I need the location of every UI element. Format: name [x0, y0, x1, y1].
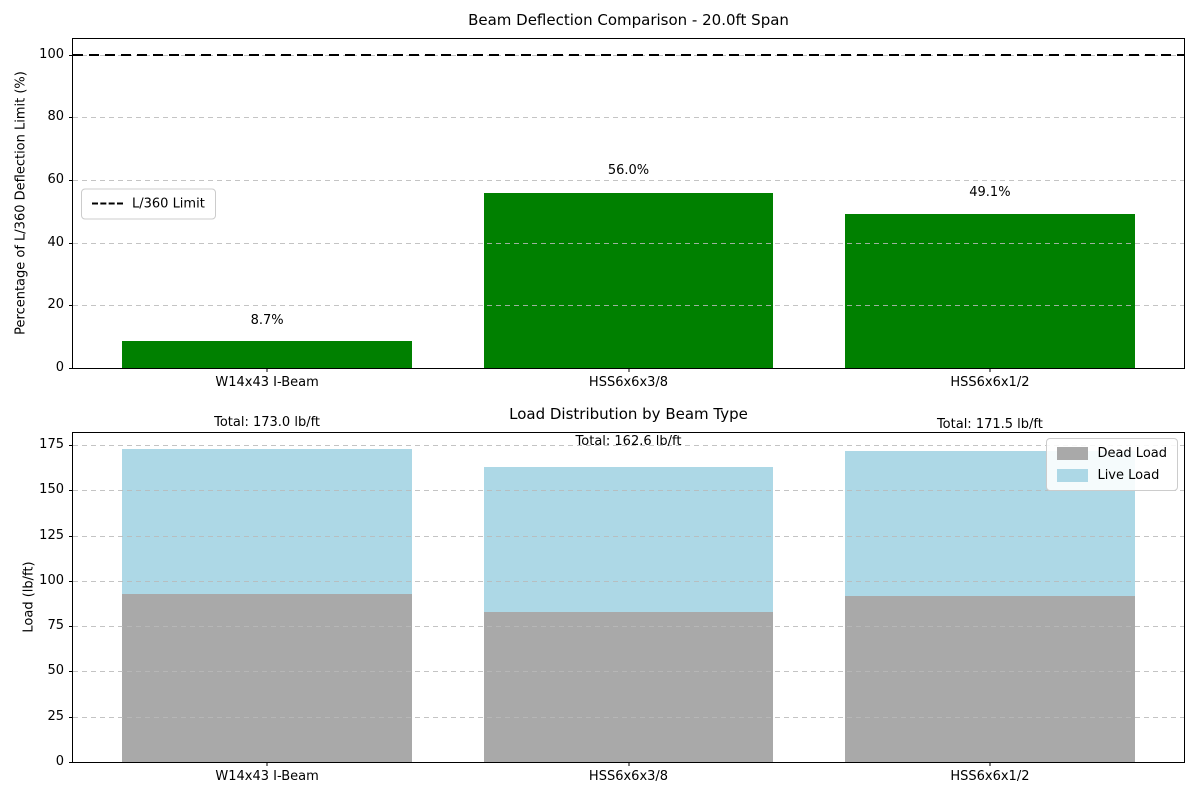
deflection-y-tick-mark	[69, 368, 73, 369]
load-legend-entry: Dead Load	[1057, 446, 1167, 461]
load-y-tick-label: 0	[55, 754, 64, 770]
load-y-tick-label: 25	[47, 708, 64, 724]
load-gridline	[73, 626, 1184, 628]
load-gridline	[73, 671, 1184, 673]
load-gridline	[73, 444, 1184, 446]
load-y-tick-label: 75	[47, 618, 64, 634]
deflection-bar-value-label: 49.1%	[969, 185, 1011, 201]
deflection-y-tick-label: 0	[55, 360, 64, 376]
load-total-label: Total: 173.0 lb/ft	[214, 414, 321, 430]
load-y-tick-mark	[69, 762, 73, 763]
load-total-label: Total: 171.5 lb/ft	[936, 417, 1043, 433]
legend-swatch-icon	[1057, 447, 1089, 460]
load-bar-segment-dead-load	[483, 612, 774, 762]
deflection-legend-label: L/360 Limit	[132, 196, 205, 211]
load-total-label: Total: 162.6 lb/ft	[575, 433, 682, 449]
load-gridline	[73, 535, 1184, 537]
deflection-bar-value-label: 8.7%	[250, 312, 284, 328]
deflection-bar	[483, 192, 774, 368]
load-gridline	[73, 490, 1184, 492]
load-y-tick-label: 175	[39, 437, 64, 453]
deflection-limit-line	[73, 53, 1184, 56]
load-x-tick-mark	[628, 762, 629, 766]
load-y-tick-mark	[69, 535, 73, 537]
load-y-tick-label: 125	[39, 527, 64, 543]
deflection-y-tick-mark	[69, 117, 73, 119]
deflection-x-tick-mark	[989, 368, 991, 372]
load-y-tick-label: 50	[47, 663, 64, 679]
deflection-y-tick-mark	[69, 242, 73, 244]
load-x-tick-label: W14x43 I-Beam	[215, 769, 319, 784]
bottom-chart-y-axis-label: Load (lb/ft)	[21, 561, 37, 633]
load-legend-label: Dead Load	[1097, 446, 1167, 461]
deflection-gridline	[73, 180, 1184, 181]
load-y-tick-label: 100	[39, 573, 64, 589]
load-x-tick-mark	[266, 762, 268, 766]
load-x-tick-label: HSS6x6x3/8	[588, 769, 669, 784]
top-chart-title: Beam Deflection Comparison - 20.0ft Span	[468, 11, 789, 29]
deflection-gridline	[73, 242, 1184, 244]
load-y-tick-mark	[69, 490, 73, 492]
load-x-tick-mark	[989, 762, 991, 766]
deflection-y-tick-label: 40	[47, 234, 64, 250]
deflection-legend-entry: L/360 Limit	[92, 196, 205, 211]
bottom-chart-title: Load Distribution by Beam Type	[509, 405, 748, 423]
load-gridline	[73, 716, 1184, 718]
load-y-tick-mark	[69, 671, 73, 673]
dashed-line-sample-icon	[92, 202, 123, 205]
load-legend: Dead Load Live Load	[1046, 438, 1178, 491]
deflection-gridline	[73, 117, 1184, 119]
bottom-chart-plot-area: 0 25 50 75 100 125 150 175 W14x43 I-Beam HSS6x6x3…	[39, 415, 1185, 784]
deflection-y-tick-mark	[69, 54, 73, 56]
load-y-tick-mark	[69, 626, 73, 628]
deflection-x-tick-label: W14x43 I-Beam	[215, 375, 319, 390]
load-legend-entry: Live Load	[1057, 468, 1167, 483]
deflection-y-tick-label: 80	[47, 109, 64, 125]
deflection-y-tick-label: 60	[47, 172, 64, 188]
load-y-tick-mark	[69, 444, 73, 446]
deflection-y-tick-mark	[69, 305, 73, 307]
deflection-legend: L/360 Limit	[81, 188, 216, 219]
top-chart-y-axis-label: Percentage of L/360 Deflection Limit (%)	[13, 71, 29, 335]
load-x-tick-label: HSS6x6x1/2	[950, 769, 1030, 784]
load-bar-segment-live-load	[483, 467, 774, 613]
deflection-y-tick-label: 20	[47, 297, 64, 313]
load-bar-segment-live-load	[122, 448, 413, 594]
load-bar-segment-dead-load	[122, 593, 413, 762]
deflection-bar	[844, 214, 1135, 368]
load-y-tick-mark	[69, 580, 73, 582]
deflection-x-tick-label: HSS6x6x3/8	[588, 375, 669, 390]
deflection-y-tick-mark	[69, 180, 73, 181]
deflection-gridline	[73, 305, 1184, 307]
top-chart-plot-area: 0 20 40 60 80 100 W14x43 I-Beam HSS6x6x3/8 HSS6x…	[39, 38, 1185, 390]
load-legend-label: Live Load	[1097, 468, 1160, 483]
legend-swatch-icon	[1057, 469, 1089, 482]
deflection-y-tick-label: 100	[39, 46, 64, 62]
load-gridline	[73, 580, 1184, 582]
deflection-x-tick-mark	[266, 368, 268, 372]
deflection-bar	[122, 340, 413, 368]
load-y-tick-mark	[69, 716, 73, 718]
load-y-tick-label: 150	[39, 482, 64, 498]
deflection-bar-value-label: 56.0%	[607, 163, 650, 179]
load-bar-segment-dead-load	[844, 596, 1135, 762]
deflection-x-tick-mark	[628, 368, 629, 372]
deflection-x-tick-label: HSS6x6x1/2	[950, 375, 1030, 390]
